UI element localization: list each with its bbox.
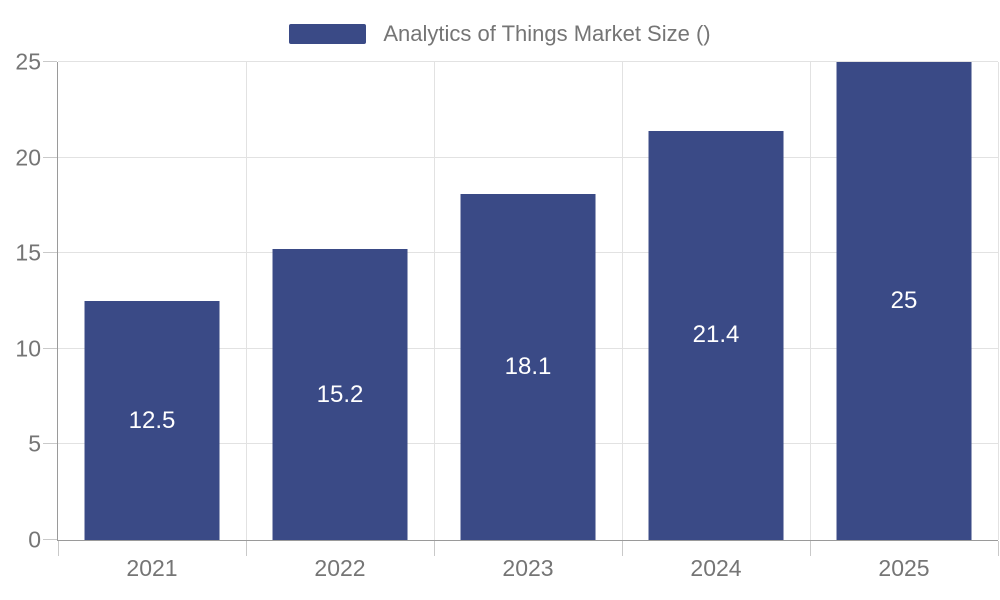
x-axis-tick-mark: [998, 541, 999, 556]
x-axis-tick-mark: [246, 541, 247, 556]
legend-label: Analytics of Things Market Size (): [383, 21, 711, 46]
bar-value-label: 18.1: [504, 352, 552, 380]
gridline-vertical: [998, 62, 999, 540]
y-axis-tick-label: 10: [15, 335, 41, 362]
x-axis-tick-label: 2025: [878, 555, 930, 581]
bar-2022[interactable]: 15.2: [272, 249, 408, 540]
x-axis-tick-mark: [58, 541, 59, 556]
y-axis-tick-label: 0: [28, 526, 41, 553]
x-axis-tick-mark: [622, 541, 623, 556]
bar-2021[interactable]: 12.5: [84, 301, 220, 540]
x-axis-tick-label: 2024: [690, 555, 742, 581]
y-axis-tick-mark: [43, 252, 57, 254]
bar-2025[interactable]: 25: [836, 62, 972, 540]
y-axis-tick-mark: [43, 61, 57, 62]
bar-value-label: 15.2: [316, 380, 364, 408]
bar-value-label: 12.5: [128, 406, 176, 434]
y-axis-tick-label: 25: [15, 48, 41, 75]
gridline-vertical: [434, 62, 435, 540]
y-axis-tick-mark: [43, 156, 57, 158]
bar-value-label: 25: [890, 287, 918, 314]
y-axis-tick-label: 5: [28, 430, 41, 457]
bar-2024[interactable]: 21.4: [648, 130, 784, 540]
plot-area: 0 5 10 15 20 25 12.5 2021 15.2 2022 18.1 2023 21.4 20…: [15, 50, 999, 580]
x-axis-tick-label: 2023: [502, 555, 554, 581]
x-axis-tick-mark: [810, 541, 811, 556]
gridline-vertical: [622, 62, 623, 540]
y-axis-tick-label: 20: [15, 144, 41, 171]
y-axis-tick-mark: [43, 347, 57, 349]
bar-2023[interactable]: 18.1: [460, 193, 596, 540]
gridline-vertical: [246, 62, 247, 540]
y-axis-tick-label: 15: [15, 239, 41, 266]
x-axis-tick-label: 2022: [314, 555, 366, 581]
gridline-vertical: [810, 62, 811, 540]
x-axis-tick-mark: [434, 541, 435, 556]
gridline-horizontal: [58, 156, 998, 158]
x-axis-tick-label: 2021: [126, 555, 178, 581]
gridline-horizontal: [58, 61, 998, 62]
y-axis-tick-mark: [43, 443, 57, 445]
y-axis-tick-mark: [43, 539, 57, 540]
legend-swatch: [289, 24, 367, 44]
legend-item[interactable]: Analytics of Things Market Size (): [0, 21, 1000, 47]
bar-value-label: 21.4: [692, 321, 740, 349]
